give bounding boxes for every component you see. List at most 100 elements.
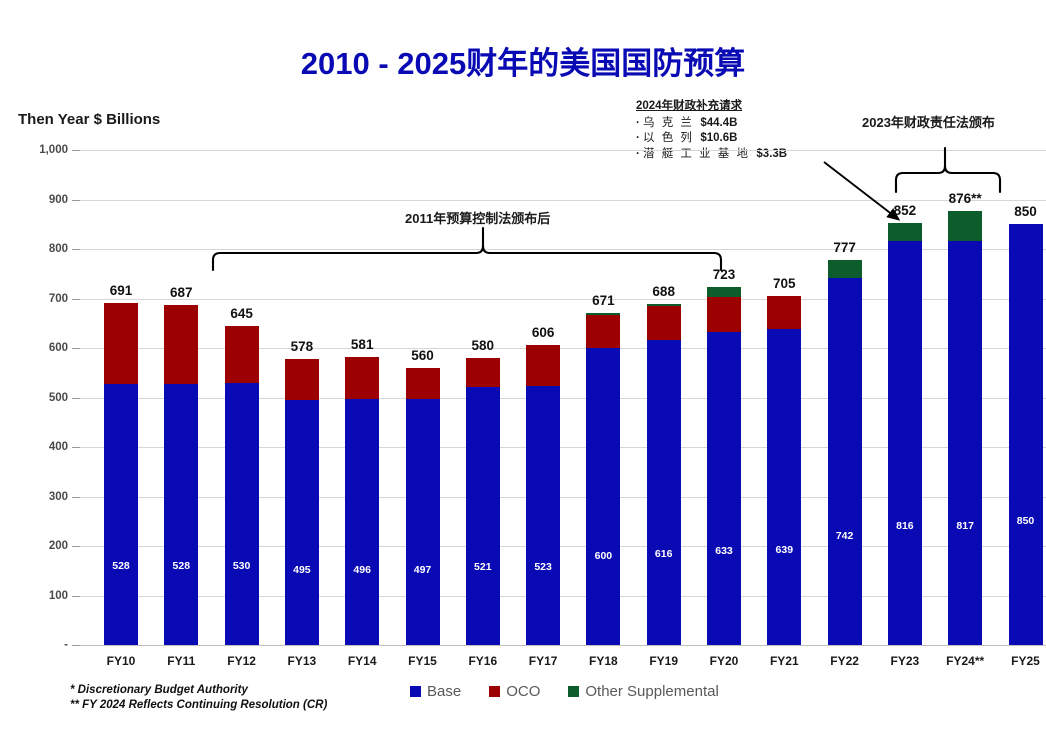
bar-segment-base[interactable] [586, 348, 621, 645]
x-axis-tick-label: FY23 [890, 654, 920, 668]
bar-segment-oco[interactable] [586, 315, 621, 348]
page-title: 2010 - 2025财年的美国国防预算 [300, 46, 746, 81]
bar-base-value-label: 528 [112, 559, 130, 572]
x-axis-tick-label: FY14 [347, 654, 377, 668]
bar-total-label: 581 [350, 337, 374, 353]
bar-base-value-label: 521 [474, 560, 492, 573]
bar-group[interactable]: 606 523 FY17 [526, 150, 561, 668]
bar-segment-base[interactable] [164, 383, 199, 645]
y-axis-tick-mark [72, 249, 80, 250]
bar-segment-other-supplemental[interactable] [887, 223, 922, 242]
bar-segment-base[interactable] [104, 383, 138, 645]
y-axis-tick-mark [72, 447, 80, 448]
bar-segment-oco[interactable] [164, 304, 199, 384]
y-axis-tick-label: 700 [48, 292, 68, 305]
bar-segment-base[interactable] [1008, 224, 1043, 645]
bar-base-value-label: 600 [594, 549, 613, 562]
bar-segment-other-supplemental[interactable] [948, 211, 983, 241]
bar-group[interactable]: 876** 817 FY24** [946, 150, 984, 668]
footnote-1: * Discretionary Budget Authority [70, 684, 248, 696]
chart-plot-area: - 100 200 300 400 500 600 700 800 900 1,000 691 528 F… [39, 144, 1046, 668]
bar-base-value-label: 816 [896, 519, 914, 532]
bar-segment-other-supplemental[interactable] [586, 312, 621, 316]
x-axis-tick-label: FY20 [709, 654, 739, 668]
bar-segment-other-supplemental[interactable] [827, 260, 862, 278]
y-axis-tick-label: 300 [48, 490, 68, 503]
x-axis-tick-label: FY21 [769, 654, 799, 668]
gridline [80, 496, 1046, 498]
supplemental-callout-header: 2024年财政补充请求 [636, 100, 743, 112]
bar-segment-base[interactable] [345, 399, 380, 645]
bar-segment-base[interactable] [948, 240, 983, 645]
bar-base-value-label: 523 [534, 560, 552, 573]
bar-group[interactable]: 852 816 FY23 [887, 150, 922, 668]
bar-group[interactable]: 850 850 FY25 [1008, 150, 1043, 668]
bar-segment-base[interactable] [646, 340, 681, 645]
bar-segment-oco[interactable] [284, 358, 319, 400]
bar-segment-base[interactable] [465, 387, 500, 645]
legend-swatch-icon [489, 686, 501, 697]
legend-item[interactable]: Base [410, 683, 461, 700]
bar-total-label: 876** [948, 191, 982, 207]
x-axis-tick-label: FY19 [649, 654, 679, 668]
bar-segment-oco[interactable] [405, 367, 440, 399]
bar-segment-base[interactable] [767, 328, 802, 645]
legend-item[interactable]: OCO [489, 683, 540, 700]
legend-label: OCO [506, 683, 541, 700]
bar-segment-oco[interactable] [767, 296, 802, 329]
bar-segment-oco[interactable] [526, 345, 561, 387]
y-axis-tick-mark [72, 199, 80, 201]
bar-group[interactable]: 671 600 FY18 [586, 150, 621, 668]
gridline [80, 199, 1046, 201]
bar-segment-base[interactable] [526, 386, 561, 645]
bar-segment-base[interactable] [827, 277, 862, 645]
bar-total-label: 691 [109, 282, 133, 298]
y-axis-tick-label: 200 [48, 540, 68, 552]
bar-group[interactable]: 723 633 FY20 [707, 150, 741, 668]
y-axis-tick-mark [72, 298, 80, 300]
bar-segment-other-supplemental[interactable] [646, 304, 681, 306]
bar-group[interactable]: 581 496 FY14 [345, 150, 380, 668]
y-axis-tick-mark [72, 348, 80, 349]
x-axis-tick-label: FY18 [589, 654, 618, 668]
x-axis-tick-label: FY17 [528, 654, 558, 668]
y-axis-tick-label: 100 [48, 589, 68, 602]
bar-group[interactable]: 687 528 FY11 [164, 150, 199, 668]
bar-group[interactable]: 645 530 FY12 [224, 150, 259, 668]
bar-segment-base[interactable] [284, 399, 319, 645]
bar-group[interactable]: 580 521 FY16 [465, 150, 500, 668]
bar-group[interactable]: 560 497 FY15 [405, 150, 440, 668]
bar-base-value-label: 616 [654, 547, 673, 560]
bar-segment-oco[interactable] [345, 357, 380, 400]
bar-base-value-label: 495 [293, 564, 311, 577]
bar-group[interactable]: 691 528 FY10 [104, 150, 138, 668]
bar-segment-oco[interactable] [646, 305, 681, 341]
bar-group[interactable]: 777 742 FY22 [827, 150, 862, 668]
bar-base-value-label: 639 [775, 544, 794, 557]
legend-label: Other Supplemental [585, 683, 719, 700]
bar-segment-base[interactable] [224, 382, 259, 645]
bar-base-value-label: 633 [715, 545, 733, 558]
bar-segment-oco[interactable] [465, 357, 500, 388]
bar-segment-oco[interactable] [224, 325, 259, 383]
bar-segment-base[interactable] [887, 241, 922, 645]
gridline [80, 348, 1046, 349]
bar-total-label: 578 [290, 338, 314, 354]
bar-segment-other-supplemental[interactable] [707, 287, 741, 297]
bar-total-label: 777 [833, 240, 856, 256]
x-axis-tick-label: FY15 [408, 654, 437, 668]
y-axis-tick-mark [72, 645, 80, 646]
y-axis-tick-mark [72, 595, 80, 597]
bar-segment-base[interactable] [707, 331, 741, 645]
bar-group[interactable]: 705 639 FY21 [767, 150, 802, 668]
bar-segment-base[interactable] [405, 399, 440, 645]
bar-group[interactable]: 578 495 FY13 [284, 150, 319, 668]
supplemental-item-israel: · 以 色 列 $10.6B [636, 132, 738, 144]
bar-segment-oco[interactable] [104, 302, 138, 384]
footnote-2: ** FY 2024 Reflects Continuing Resolutio… [70, 698, 328, 711]
bar-group[interactable]: 688 616 FY19 [646, 150, 681, 668]
legend-item[interactable]: Other Supplemental [568, 683, 719, 700]
y-axis-tick-mark [72, 397, 80, 399]
bar-segment-oco[interactable] [707, 296, 741, 332]
